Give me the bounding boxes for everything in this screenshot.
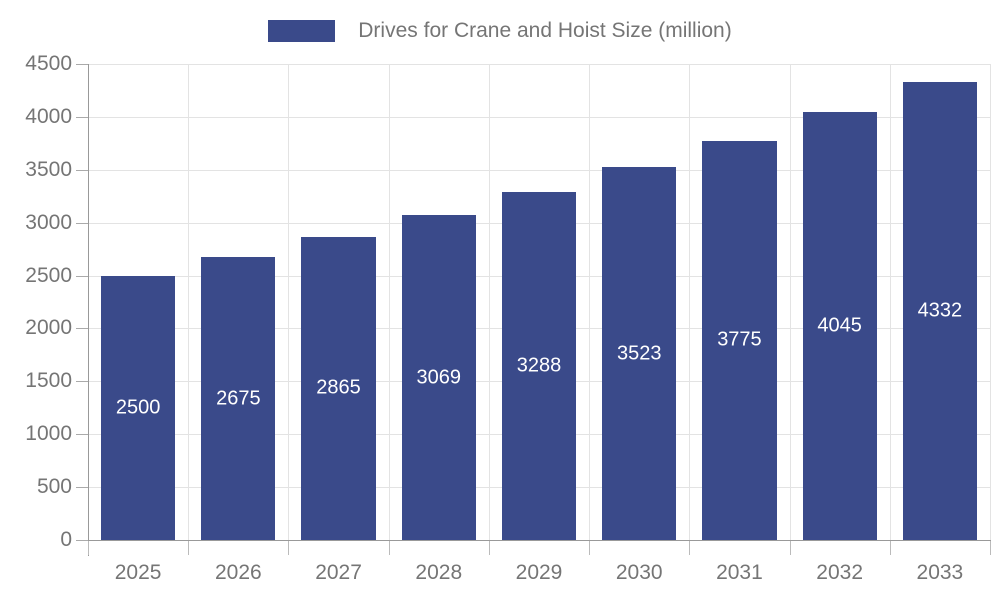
chart-legend[interactable]: Drives for Crane and Hoist Size (million… (0, 20, 1000, 42)
x-tick-label: 2031 (716, 561, 763, 584)
y-axis-tick (76, 487, 88, 489)
y-tick-label: 0 (60, 528, 72, 551)
bar-2031 (702, 140, 777, 540)
bar-value-label: 3288 (516, 354, 562, 377)
x-axis-tick (589, 541, 591, 555)
y-tick-label: 4500 (25, 52, 72, 75)
y-axis-tick (76, 116, 88, 118)
x-axis-tick (388, 541, 390, 555)
y-tick-label: 2500 (25, 263, 72, 287)
grid-line-v (488, 64, 490, 540)
y-axis-tick (76, 434, 88, 436)
bar-value-label: 3523 (616, 342, 662, 365)
bar-value-label: 2865 (316, 376, 361, 399)
x-tick-label: 2033 (916, 561, 964, 584)
y-axis-labels: 0 500 1000 1500 2000 2500 3000 3500 4000 4500 (0, 52, 72, 551)
y-axis-tick (76, 169, 88, 171)
y-axis-tick (76, 222, 88, 224)
x-axis-tick (990, 541, 991, 555)
y-axis-line (88, 64, 89, 556)
bar-value-label: 2675 (216, 387, 261, 410)
grid-line-h (88, 169, 990, 171)
bar-value-label: 2500 (115, 396, 161, 419)
legend-label: Drives for Crane and Hoist Size (million… (358, 19, 732, 42)
x-axis-line (88, 540, 991, 541)
x-tick-label: 2028 (415, 561, 463, 584)
x-axis-tick (188, 541, 190, 555)
x-axis-tick (789, 541, 791, 555)
y-tick-label: 3000 (25, 210, 72, 234)
bar-value-label: 3775 (717, 328, 762, 351)
x-axis-tick (889, 541, 891, 555)
plot-area: 2500 2675 2865 3069 3288 3523 3775 4045 4332 (88, 64, 991, 540)
grid-line-v (188, 64, 190, 540)
grid-line-h (88, 116, 990, 118)
legend-swatch (268, 20, 336, 42)
grid-line-v (689, 64, 691, 540)
grid-line-v (990, 64, 991, 540)
x-axis-tick (288, 541, 290, 555)
y-axis-tick (76, 275, 88, 277)
y-tick-label: 1000 (25, 422, 72, 446)
bar-2032 (802, 112, 877, 540)
bar-value-label: 4045 (817, 314, 862, 337)
x-axis-tick (488, 541, 490, 555)
y-axis-tick (76, 328, 88, 330)
grid-line-v (388, 64, 390, 540)
y-tick-label: 1500 (25, 369, 72, 393)
y-tick-label: 3500 (25, 157, 72, 181)
x-tick-label: 2032 (816, 561, 864, 584)
y-axis-tick (76, 381, 88, 383)
bar-2027 (301, 236, 376, 540)
x-axis-tick (88, 541, 89, 555)
bar-2033 (902, 81, 977, 540)
x-tick-label: 2027 (315, 561, 362, 584)
bar-value-label: 4332 (917, 299, 963, 322)
x-tick-label: 2026 (214, 561, 262, 584)
grid-line-v (288, 64, 290, 540)
bar-2025 (101, 275, 176, 540)
bar-2030 (602, 167, 677, 540)
bar-value-label: 3069 (416, 366, 462, 389)
y-tick-label: 2000 (25, 316, 72, 340)
bar-2028 (401, 215, 476, 540)
bar-2029 (501, 192, 577, 540)
y-tick-label: 4000 (25, 104, 72, 128)
y-axis-tick (76, 64, 88, 65)
grid-line-h (88, 64, 990, 65)
x-axis-tick (689, 541, 691, 555)
y-axis-tick (76, 540, 88, 541)
grid-line-v (889, 64, 891, 540)
grid-line-v (589, 64, 591, 540)
x-tick-label: 2030 (615, 561, 663, 584)
bar-2026 (201, 257, 276, 540)
grid-line-v (789, 64, 791, 540)
x-tick-label: 2025 (114, 561, 162, 584)
y-tick-label: 500 (36, 475, 72, 499)
x-tick-label: 2029 (515, 561, 563, 584)
